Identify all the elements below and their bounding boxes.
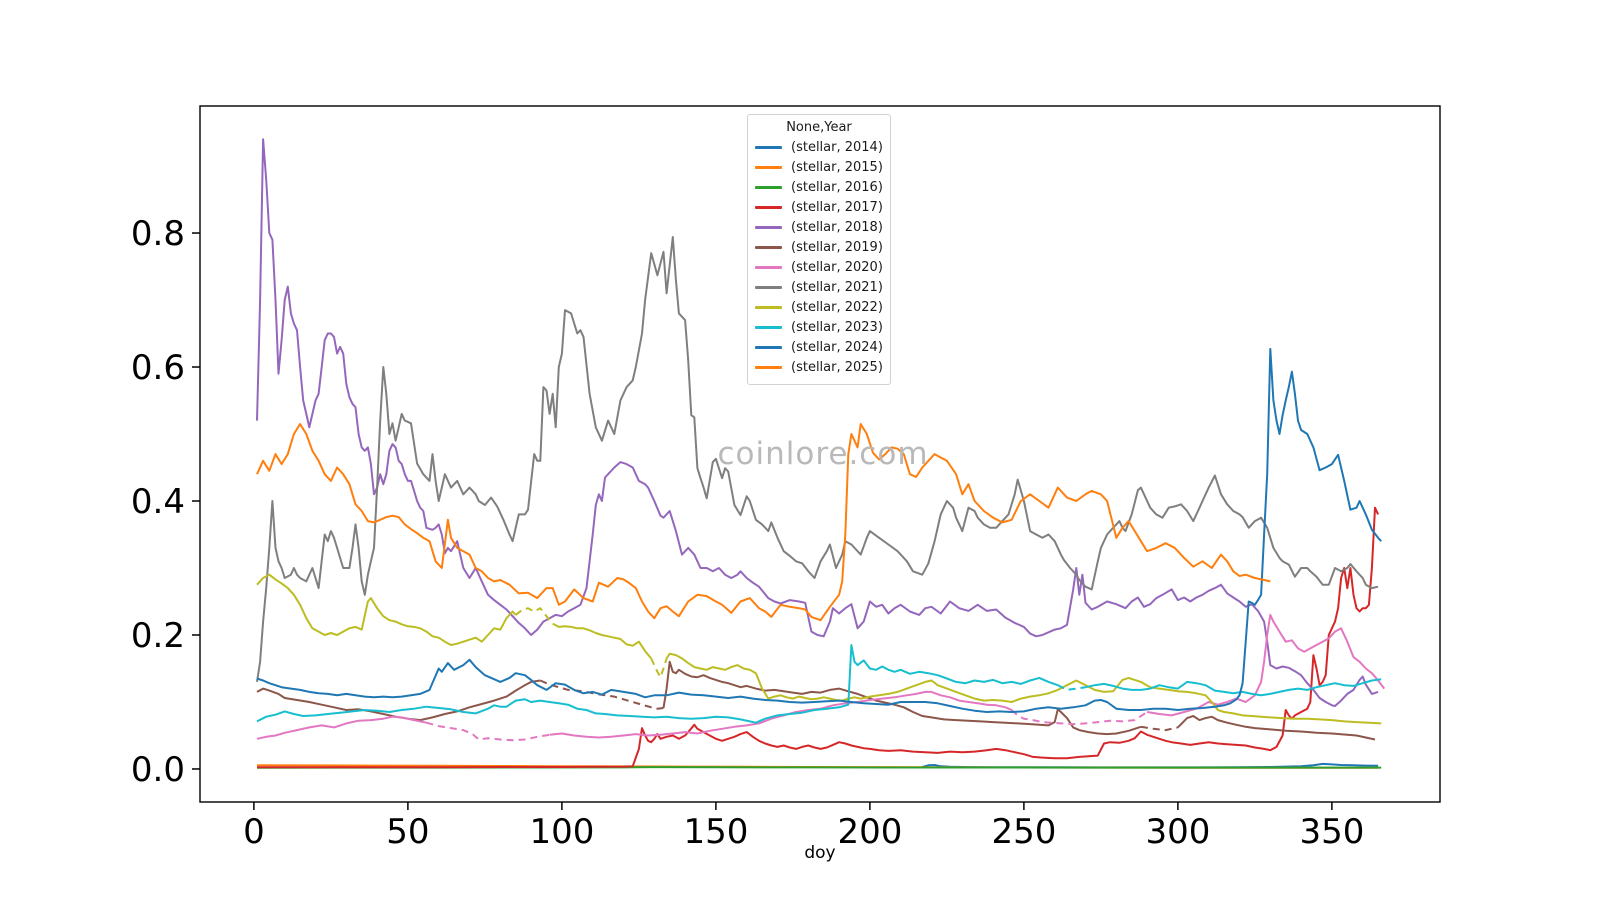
watermark: coinlore.com	[717, 436, 929, 472]
series-line-stellar-2022	[515, 607, 554, 625]
plot-area-border	[199, 105, 1441, 803]
series-line-stellar-2020	[426, 721, 550, 742]
series-line-stellar-2022	[650, 657, 668, 679]
x-tick-label: 50	[386, 812, 429, 852]
legend-item-stellar-2016: (stellar, 2016)	[755, 177, 883, 197]
legend-label: (stellar, 2016)	[791, 179, 883, 195]
legend-item-stellar-2019: (stellar, 2019)	[755, 237, 883, 257]
legend-label: (stellar, 2017)	[791, 199, 883, 215]
legend-line-swatch	[755, 265, 782, 269]
legend-label: (stellar, 2021)	[791, 279, 883, 295]
series-line-stellar-2023	[1085, 678, 1382, 697]
series-line-stellar-2019	[256, 679, 541, 722]
series-line-stellar-2022	[256, 573, 517, 646]
series-line-stellar-2022	[665, 652, 1382, 725]
series-line-stellar-2019	[539, 679, 664, 710]
y-tick-label: 0.0	[131, 750, 185, 790]
legend-line-swatch	[755, 365, 782, 369]
legend-item-stellar-2021: (stellar, 2021)	[755, 277, 883, 297]
legend-label: (stellar, 2020)	[791, 259, 883, 275]
legend: None,Year (stellar, 2014) (stellar, 2015)…	[747, 114, 891, 385]
legend-line-swatch	[755, 165, 782, 169]
legend-item-stellar-2015: (stellar, 2015)	[755, 157, 883, 177]
legend-line-swatch	[755, 205, 782, 209]
legend-item-stellar-2025: (stellar, 2025)	[755, 357, 883, 377]
series-line-stellar-2018	[256, 138, 1379, 707]
legend-item-stellar-2024: (stellar, 2024)	[755, 337, 883, 357]
series-line-stellar-2020	[1010, 709, 1148, 726]
series-line-stellar-2020	[256, 715, 427, 740]
series-line-stellar-2025	[256, 423, 1271, 622]
series-line-stellar-2023	[256, 644, 1059, 724]
legend-item-stellar-2020: (stellar, 2020)	[755, 257, 883, 277]
legend-line-swatch	[755, 185, 782, 189]
legend-line-swatch	[755, 305, 782, 309]
legend-line-swatch	[755, 245, 782, 249]
y-tick-label: 0.4	[131, 482, 185, 522]
legend-line-swatch	[755, 345, 782, 349]
legend-label: (stellar, 2022)	[791, 299, 883, 315]
legend-item-stellar-2022: (stellar, 2022)	[755, 297, 883, 317]
legend-line-swatch	[755, 285, 782, 289]
x-tick-label: 300	[1145, 812, 1210, 852]
legend-item-stellar-2014: (stellar, 2014)	[755, 137, 883, 157]
legend-label: (stellar, 2018)	[791, 219, 883, 235]
x-tick-label: 150	[683, 812, 748, 852]
legend-line-swatch	[755, 325, 782, 329]
x-axis-label: doy	[804, 843, 836, 863]
series-line-stellar-2019	[1140, 725, 1179, 732]
x-tick-label: 250	[991, 812, 1056, 852]
series-line-stellar-2023	[1057, 684, 1086, 691]
legend-line-swatch	[755, 225, 782, 229]
legend-title: None,Year	[786, 120, 852, 135]
series-line-stellar-2019	[1177, 715, 1376, 741]
legend-item-stellar-2018: (stellar, 2018)	[755, 217, 883, 237]
series-line-stellar-2017	[257, 506, 1380, 769]
legend-label: (stellar, 2019)	[791, 239, 883, 255]
legend-label: (stellar, 2015)	[791, 159, 883, 175]
y-tick-label: 0.2	[131, 616, 185, 656]
y-tick-label: 0.8	[131, 214, 185, 254]
x-tick-label: 0	[243, 812, 265, 852]
x-tick-label: 200	[837, 812, 902, 852]
legend-label: (stellar, 2024)	[791, 339, 883, 355]
legend-items: (stellar, 2014) (stellar, 2015) (stellar, …	[755, 137, 883, 377]
legend-line-swatch	[755, 145, 782, 149]
legend-label: (stellar, 2014)	[791, 139, 883, 155]
series-line-stellar-2022	[552, 622, 652, 660]
legend-item-stellar-2017: (stellar, 2017)	[755, 197, 883, 217]
legend-label: (stellar, 2025)	[791, 359, 883, 375]
series-line-stellar-2020	[549, 690, 1012, 739]
series-line-stellar-2021	[256, 236, 1379, 683]
x-tick-label: 100	[529, 812, 594, 852]
y-tick-label: 0.6	[131, 348, 185, 388]
legend-label: (stellar, 2023)	[791, 319, 883, 335]
x-tick-label: 350	[1299, 812, 1364, 852]
series-line-stellar-2024	[256, 347, 1382, 713]
legend-item-stellar-2023: (stellar, 2023)	[755, 317, 883, 337]
